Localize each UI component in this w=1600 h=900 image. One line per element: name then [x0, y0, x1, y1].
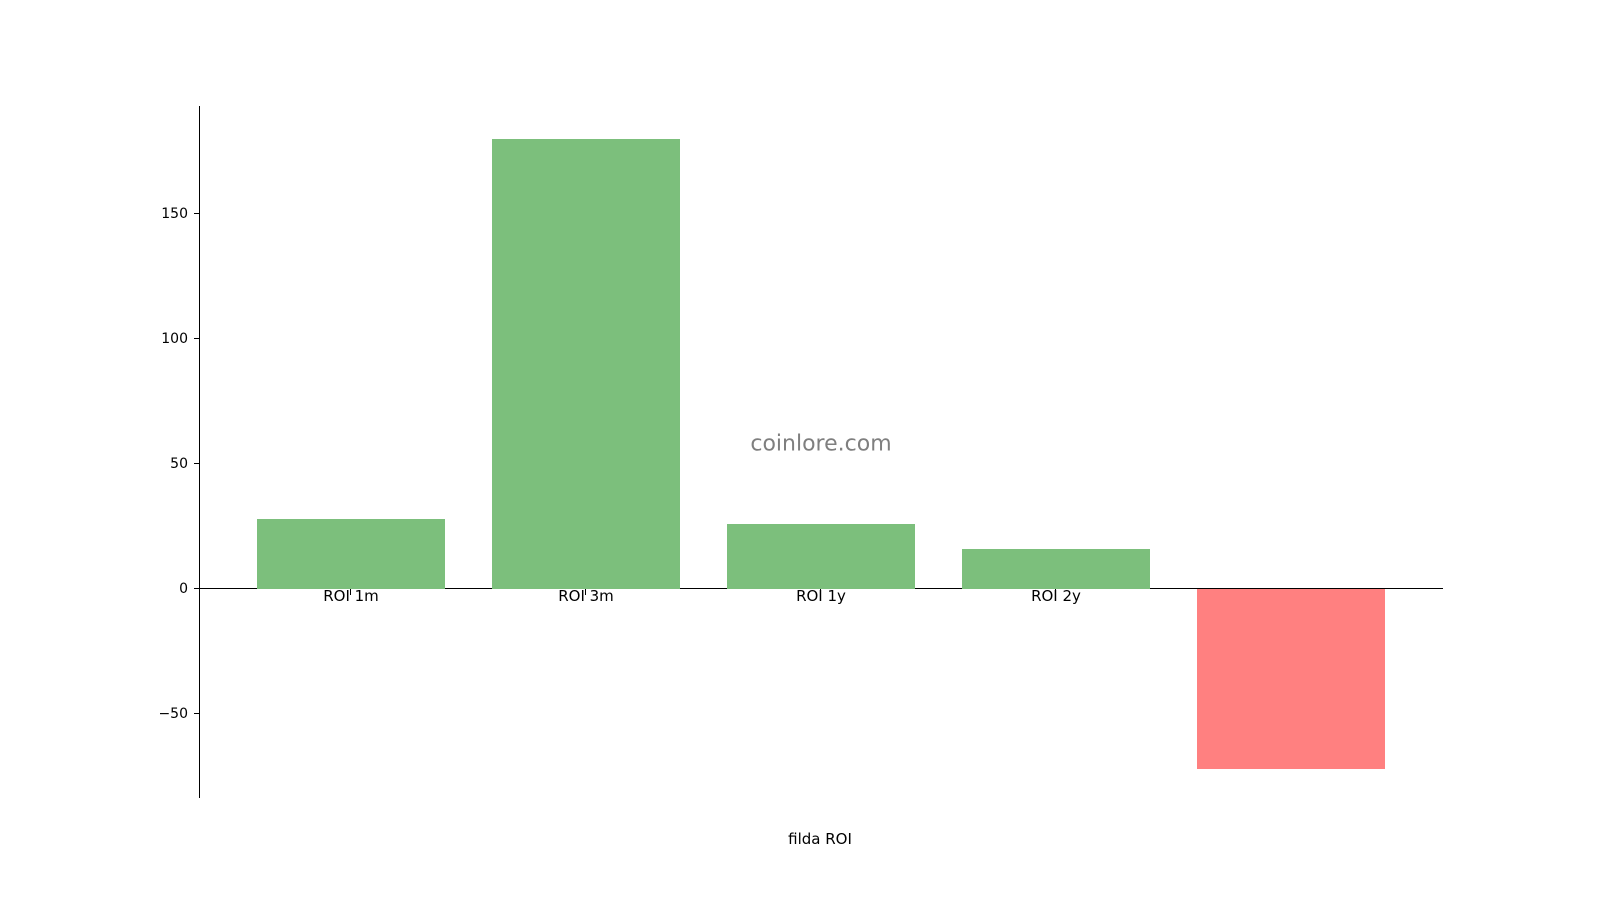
y-tick-label: 0 — [179, 581, 188, 597]
watermark: coinlore.com — [750, 431, 892, 457]
x-tick-label: ROI 2y — [1031, 587, 1081, 605]
y-tick-label: 50 — [170, 456, 188, 472]
bar-unlabeled — [1197, 589, 1385, 769]
x-tick-label: ROI 1y — [796, 587, 846, 605]
y-tick — [194, 588, 200, 589]
y-tick-label: −50 — [158, 706, 188, 722]
bar-roi-3m — [492, 139, 680, 589]
chart-title: filda ROI — [788, 830, 852, 848]
x-tick — [1055, 589, 1056, 595]
bar-roi-1y — [727, 524, 915, 589]
y-tick-label: 100 — [161, 331, 188, 347]
x-tick-label: ROI 1m — [323, 587, 379, 605]
x-tick-label: ROI 3m — [558, 587, 614, 605]
x-tick — [585, 589, 586, 595]
bar-roi-1m — [257, 519, 445, 589]
y-tick — [194, 213, 200, 214]
y-tick — [194, 463, 200, 464]
y-tick — [194, 338, 200, 339]
x-tick — [820, 589, 821, 595]
y-tick-label: 150 — [161, 206, 188, 222]
bar-roi-2y — [962, 549, 1150, 589]
y-axis-line — [199, 106, 200, 798]
y-tick — [194, 713, 200, 714]
x-tick — [350, 589, 351, 595]
